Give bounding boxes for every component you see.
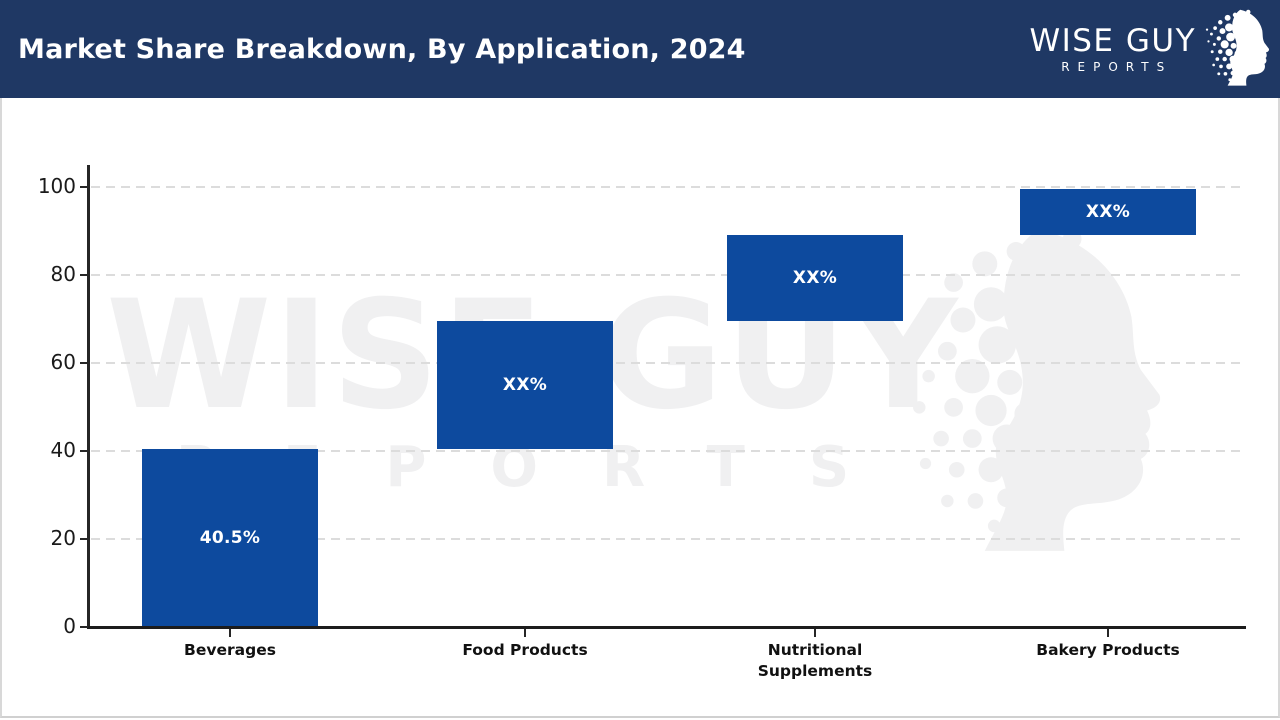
y-tick-label: 20 [50,526,76,550]
brand-logo: WISE GUY REPORTS [1029,4,1272,94]
x-tick-label: Beverages [184,641,276,659]
x-tick-label: Bakery Products [1036,641,1180,659]
x-tick-label: Nutritional Supplements [757,641,873,680]
y-tick-label: 80 [50,262,76,286]
y-tick-label: 0 [63,614,76,638]
watermark-head-icon [892,229,1161,551]
x-tick-mark [1107,629,1109,637]
gridline [91,274,1245,276]
x-tick-mark [524,629,526,637]
x-axis-line [87,626,1246,629]
y-tick-mark [80,274,88,276]
y-tick-mark [80,362,88,364]
gridline [91,186,1245,188]
bar-value-label: XX% [792,268,838,289]
x-tick-label: Food Products [462,641,588,659]
bar-segment-food-products: XX% [437,321,613,449]
y-tick-label: 40 [50,438,76,462]
gridline [91,538,1245,540]
x-tick-mark [229,629,231,637]
y-tick-mark [80,626,88,628]
content-frame [0,98,1280,718]
y-tick-mark [80,538,88,540]
bar-segment-nutritional-supplements: XX% [727,235,903,322]
logo-head-icon [1205,9,1270,86]
y-tick-label: 100 [37,174,76,198]
y-axis-line [87,165,90,629]
page-title: Market Share Breakdown, By Application, … [18,33,746,65]
y-tick-label: 60 [50,350,76,374]
x-tick-mark [814,629,816,637]
logo-wordmark: WISE GUY [1029,22,1196,59]
bar-segment-bakery-products: XX% [1020,189,1196,236]
gridline [91,362,1245,364]
gridline [91,450,1245,452]
logo-subtitle: REPORTS [1061,59,1173,74]
y-tick-mark [80,186,88,188]
bar-segment-beverages: 40.5% [142,448,318,627]
bar-value-label: XX% [502,374,548,395]
brand-logo-text: WISE GUY REPORTS [1029,22,1196,74]
header: Market Share Breakdown, By Application, … [0,0,1280,98]
bar-value-label: XX% [1085,202,1131,223]
y-tick-mark [80,450,88,452]
bar-value-label: 40.5% [199,527,261,548]
